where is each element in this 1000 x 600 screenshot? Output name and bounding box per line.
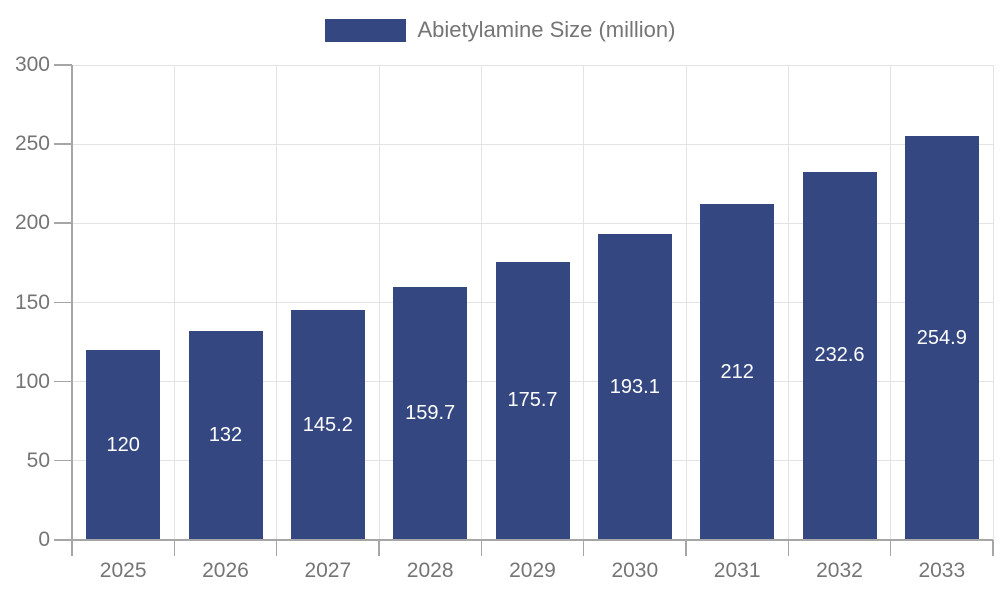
gridline-vertical — [685, 65, 687, 540]
bar: 132 — [188, 331, 263, 540]
x-axis-tick-mark — [787, 540, 790, 556]
y-axis-tick-mark — [54, 459, 72, 462]
x-axis-tick-label: 2027 — [304, 559, 352, 582]
x-axis-tick-label: 2028 — [406, 559, 454, 582]
x-axis-tick-label: 2032 — [816, 559, 863, 582]
gridline-vertical — [378, 65, 380, 540]
x-axis-tick-mark — [275, 540, 278, 556]
y-axis-tick-label: 0 — [38, 528, 50, 551]
gridline-horizontal — [72, 64, 993, 66]
y-axis-tick-label: 250 — [14, 132, 50, 156]
bar: 212 — [700, 204, 775, 540]
bar-value-label: 120 — [106, 433, 140, 456]
x-axis-tick-mark — [582, 540, 585, 556]
x-axis-tick-mark — [889, 540, 892, 556]
legend-label: Abietylamine Size (million) — [417, 17, 676, 42]
bar: 159.7 — [393, 287, 468, 540]
y-axis-tick-label: 100 — [14, 369, 50, 393]
x-axis-tick-label: 2029 — [509, 559, 556, 582]
gridline-vertical — [890, 65, 892, 540]
y-axis-tick-mark — [54, 301, 72, 303]
bar: 145.2 — [290, 310, 365, 540]
gridline-vertical — [992, 65, 994, 540]
gridline-vertical — [583, 65, 585, 540]
bar-value-label: 132 — [208, 424, 243, 446]
y-axis-tick-mark — [54, 380, 72, 383]
legend: Abietylamine Size (million) — [0, 17, 1000, 43]
bar-value-label: 159.7 — [405, 402, 456, 425]
bar-value-label: 254.9 — [916, 326, 967, 349]
bar-value-label: 212 — [720, 360, 754, 383]
x-axis-tick-mark — [378, 540, 380, 556]
bar: 254.9 — [904, 136, 979, 540]
gridline-vertical — [276, 65, 278, 540]
legend-swatch — [324, 18, 406, 42]
bar-value-label: 232.6 — [814, 344, 865, 367]
x-axis-tick-mark — [992, 540, 994, 556]
bar: 232.6 — [802, 171, 877, 540]
y-axis-tick-label: 50 — [26, 448, 50, 472]
bar-value-label: 175.7 — [507, 389, 558, 412]
gridline-horizontal — [72, 143, 993, 145]
x-axis-tick-mark — [685, 540, 687, 556]
bar-value-label: 193.1 — [609, 375, 660, 398]
x-axis-tick-label: 2026 — [202, 559, 249, 582]
y-axis-tick-mark — [54, 539, 72, 541]
bar: 175.7 — [495, 261, 570, 540]
x-axis-tick-label: 2031 — [713, 559, 761, 582]
gridline-horizontal — [72, 222, 993, 224]
y-axis-tick-label: 300 — [14, 53, 50, 76]
y-axis-tick-label: 150 — [14, 290, 50, 314]
x-axis-tick-mark — [480, 540, 483, 556]
bar: 120 — [86, 350, 161, 540]
y-axis-tick-mark — [54, 64, 72, 66]
x-axis-tick-label: 2030 — [611, 559, 659, 582]
bar: 193.1 — [597, 234, 672, 540]
gridline-vertical — [480, 65, 482, 540]
y-axis-tick-mark — [54, 143, 72, 145]
y-axis-tick-label: 200 — [14, 211, 50, 235]
y-axis-tick-mark — [54, 222, 72, 224]
gridline-vertical — [173, 65, 175, 540]
x-axis-line — [72, 539, 993, 541]
x-axis-tick-mark — [71, 540, 73, 556]
x-axis-tick-label: 2025 — [99, 559, 147, 582]
gridline-vertical — [787, 65, 789, 540]
x-axis-tick-mark — [173, 540, 176, 556]
y-axis-line — [71, 65, 73, 540]
x-axis-tick-label: 2033 — [918, 559, 966, 582]
bar-value-label: 145.2 — [302, 413, 353, 436]
